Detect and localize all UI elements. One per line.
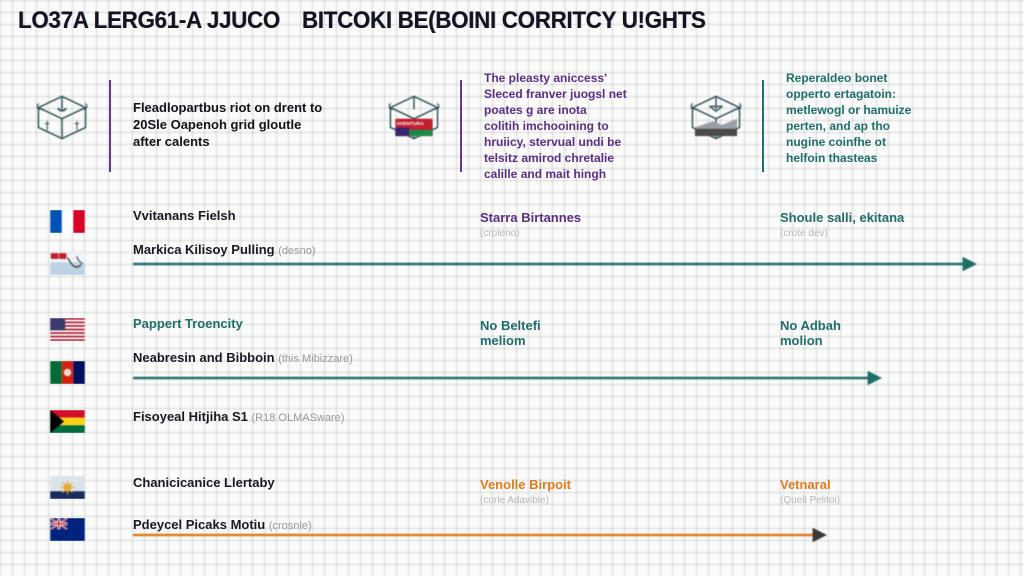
svg-text:AVENTURA: AVENTURA bbox=[397, 121, 425, 127]
